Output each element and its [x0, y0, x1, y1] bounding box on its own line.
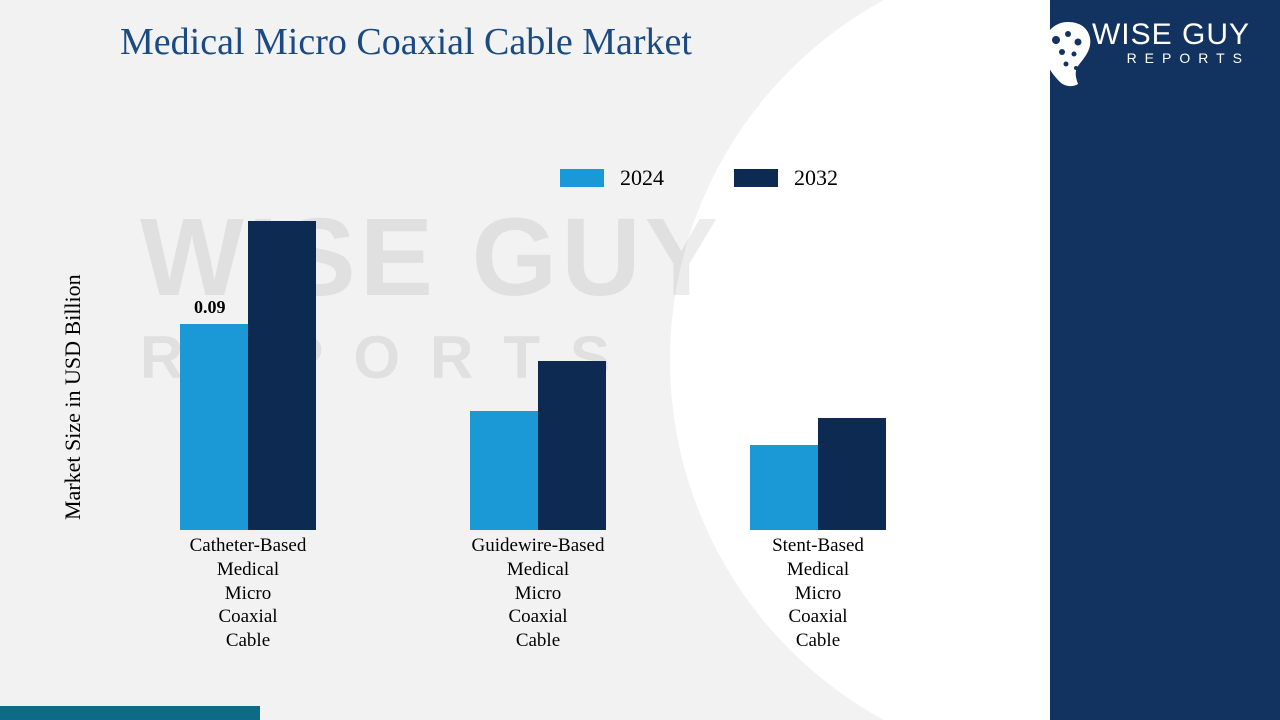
bar-value-label: 0.09	[194, 297, 226, 318]
brand-line2: REPORTS	[1092, 50, 1250, 66]
x-label-1: Guidewire-BasedMedicalMicroCoaxialCable	[438, 534, 638, 653]
brand-panel	[1050, 0, 1280, 720]
legend-item-2024: 2024	[560, 165, 664, 191]
bar-2032-g0	[248, 221, 316, 530]
y-axis-label: Market Size in USD Billion	[60, 274, 86, 520]
bar-2024-g1	[470, 411, 538, 530]
bar-2024-g2	[750, 445, 818, 530]
brand-logo: WISE GUY REPORTS	[1092, 18, 1250, 66]
legend-item-2032: 2032	[734, 165, 838, 191]
bar-chart: 0.09	[120, 210, 940, 530]
brand-line1: WISE GUY	[1092, 18, 1250, 52]
bar-2032-g2	[818, 418, 886, 530]
legend-swatch-2024	[560, 169, 604, 187]
chart-title: Medical Micro Coaxial Cable Market	[120, 20, 692, 64]
bar-2032-g1	[538, 361, 606, 530]
legend-label-2032: 2032	[794, 165, 838, 191]
legend-swatch-2032	[734, 169, 778, 187]
legend-label-2024: 2024	[620, 165, 664, 191]
x-label-2: Stent-BasedMedicalMicroCoaxialCable	[718, 534, 918, 653]
x-label-0: Catheter-BasedMedicalMicroCoaxialCable	[148, 534, 348, 653]
bar-2024-g0	[180, 324, 248, 530]
footer-stripe	[0, 706, 260, 720]
brand-head-icon	[1038, 20, 1098, 90]
chart-canvas: WISE GUY REPORTS Medical Micro Coaxial C…	[0, 0, 1280, 720]
legend: 2024 2032	[560, 165, 838, 191]
